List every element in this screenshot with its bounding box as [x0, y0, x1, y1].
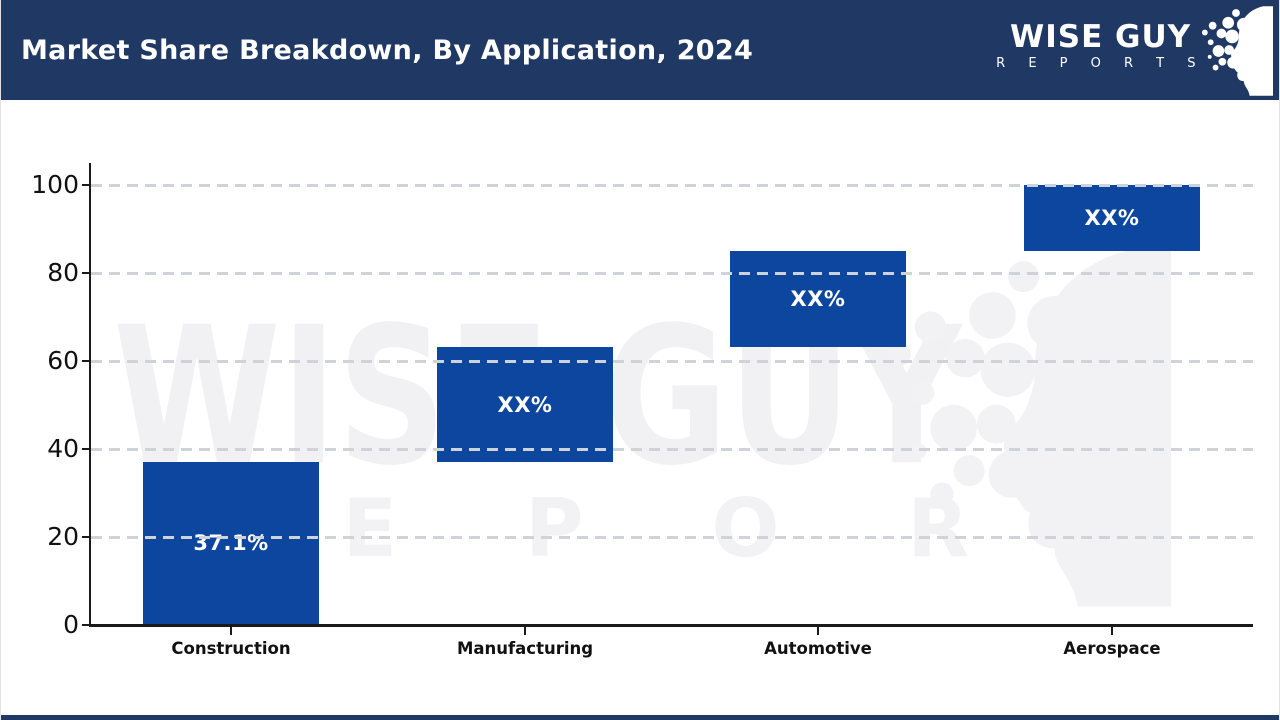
- bar-aerospace: XX%: [1024, 185, 1200, 251]
- bar-value-label: 37.1%: [193, 531, 269, 556]
- y-tick-mark: [82, 448, 91, 450]
- y-tick-mark: [82, 624, 91, 626]
- bar-manufacturing: XX%: [437, 347, 613, 462]
- grid-line: [91, 272, 1253, 275]
- y-tick-mark: [82, 184, 91, 186]
- footer-accent-strip: [1, 715, 1279, 720]
- grid-line: [91, 448, 1253, 451]
- header-bar: Market Share Breakdown, By Application, …: [1, 0, 1279, 100]
- y-tick-label: 100: [31, 170, 79, 199]
- page-title: Market Share Breakdown, By Application, …: [21, 34, 754, 66]
- logo-text: WISE GUY R E P O R T S: [996, 20, 1205, 71]
- y-tick-label: 40: [47, 434, 79, 463]
- y-axis-spine: [89, 163, 91, 627]
- x-axis-spine: [89, 624, 1253, 627]
- x-tick-mark: [230, 627, 232, 635]
- y-tick-label: 0: [63, 610, 79, 639]
- x-tick-mark: [817, 627, 819, 635]
- x-tick-label-construction: Construction: [171, 639, 291, 658]
- bar-value-label: XX%: [497, 392, 553, 417]
- x-tick-label-automotive: Automotive: [764, 639, 872, 658]
- x-tick-mark: [1111, 627, 1113, 635]
- grid-line: [91, 536, 1253, 539]
- bar-construction: 37.1%: [143, 461, 319, 625]
- grid-line: [91, 360, 1253, 363]
- x-tick-mark: [524, 627, 526, 635]
- bar-automotive: XX%: [730, 250, 906, 348]
- wiseguy-logo: WISE GUY R E P O R T S: [996, 4, 1273, 96]
- logo-wordmark: WISE GUY: [1010, 19, 1192, 55]
- y-tick-mark: [82, 536, 91, 538]
- logo-head-icon: [1201, 6, 1273, 96]
- grid-line: [91, 184, 1253, 187]
- y-tick-label: 60: [47, 346, 79, 375]
- y-tick-label: 80: [47, 258, 79, 287]
- x-tick-label-manufacturing: Manufacturing: [456, 639, 594, 658]
- logo-subtitle: R E P O R T S: [996, 56, 1205, 71]
- y-tick-mark: [82, 272, 91, 274]
- bar-value-label: XX%: [790, 286, 846, 311]
- x-tick-label-aerospace: Aerospace: [1063, 639, 1161, 658]
- bar-value-label: XX%: [1084, 205, 1140, 230]
- y-tick-mark: [82, 360, 91, 362]
- y-tick-label: 20: [47, 522, 79, 551]
